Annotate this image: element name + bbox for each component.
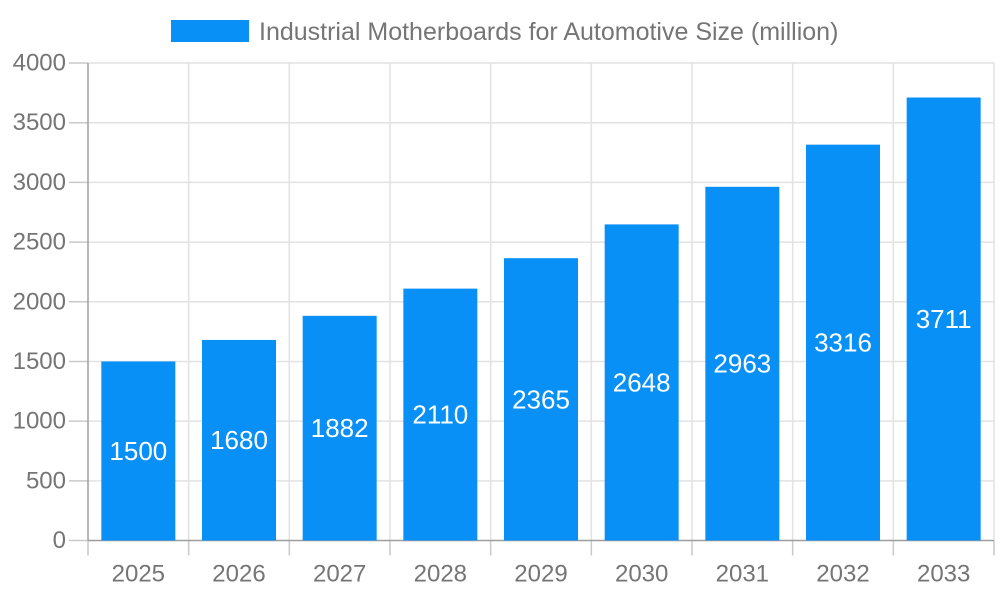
x-tick-label: 2029 — [514, 561, 567, 588]
bar-value-label: 2648 — [613, 367, 671, 397]
x-tick-label: 2027 — [313, 561, 366, 588]
y-tick-label: 0 — [53, 527, 66, 554]
y-tick-label: 1500 — [13, 348, 66, 375]
bar-value-label: 2365 — [512, 384, 570, 414]
y-tick-label: 3500 — [13, 109, 66, 136]
text-layer: 0 500 1000 1500 2000 2500 3000 3500 4000 1500 2025… — [13, 50, 972, 588]
bar-2033 — [906, 97, 981, 541]
bar-2031 — [705, 186, 780, 541]
y-tick-label: 500 — [26, 467, 66, 494]
y-tick-label: 2000 — [13, 288, 66, 315]
y-tick-label: 3000 — [13, 169, 66, 196]
legend-swatch — [171, 20, 249, 42]
bar-value-label: 3711 — [916, 304, 972, 334]
legend: Industrial Motherboards for Automotive S… — [171, 18, 838, 46]
bar-2029 — [504, 258, 578, 541]
bar-value-label: 3316 — [814, 328, 872, 358]
y-tick-label: 4000 — [13, 50, 66, 77]
bar-value-label: 1680 — [210, 425, 268, 455]
x-tick-label: 2028 — [414, 561, 467, 588]
bar-2028 — [403, 288, 478, 541]
bar-2032 — [806, 144, 880, 541]
bar-value-label: 1882 — [311, 413, 369, 443]
x-tick-label: 2026 — [212, 561, 265, 588]
x-tick-label: 2030 — [615, 561, 668, 588]
x-tick-label: 2033 — [917, 561, 970, 588]
legend-label: Industrial Motherboards for Automotive S… — [259, 18, 838, 46]
x-tick-label: 2025 — [112, 561, 165, 588]
bar-2025 — [101, 361, 176, 541]
bar-2027 — [302, 315, 377, 541]
y-tick-label: 2500 — [13, 229, 66, 256]
x-tick-label: 2032 — [816, 561, 869, 588]
y-tick-label: 1000 — [13, 408, 66, 435]
bars-layer — [101, 97, 981, 541]
bar-2026 — [202, 339, 276, 541]
bar-value-label: 1500 — [109, 436, 167, 466]
bar-2030 — [604, 224, 679, 541]
grid-layer — [88, 62, 995, 541]
x-tick-label: 2031 — [716, 561, 769, 588]
bar-value-label: 2110 — [412, 400, 468, 430]
bar-value-label: 2963 — [713, 349, 771, 379]
